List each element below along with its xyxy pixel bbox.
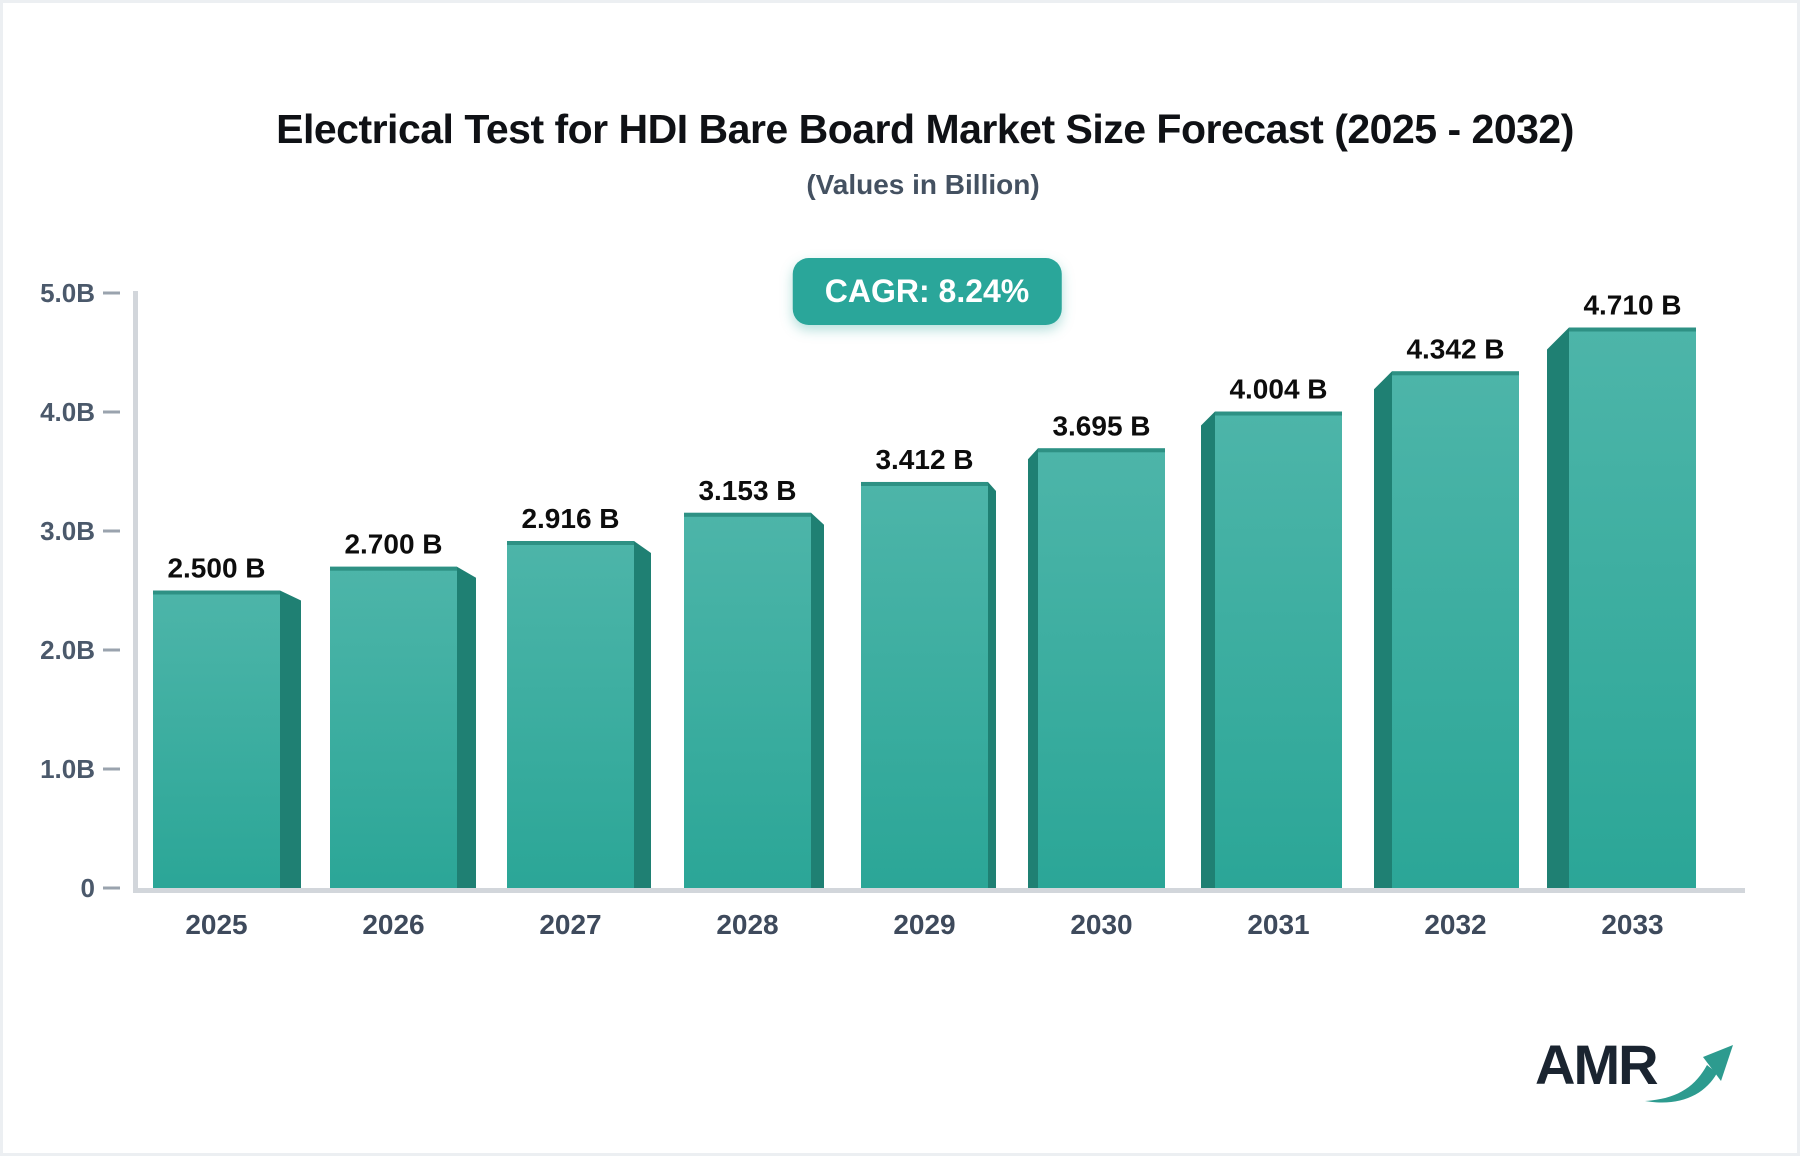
bar (1215, 411, 1342, 888)
bar-group-2033: 4.710 B 2033 (1547, 290, 1696, 940)
bar (1569, 327, 1696, 888)
bar-3d-side (811, 512, 824, 888)
x-tick-label: 2027 (539, 909, 601, 940)
y-tick-label: 1.0B (40, 754, 95, 784)
bar-value-label: 2.916 B (521, 503, 619, 534)
y-tick-mark (103, 410, 120, 414)
y-tick-label: 3.0B (40, 516, 95, 546)
bar-top-edge (684, 512, 811, 517)
bar (1392, 371, 1519, 888)
x-tick-label: 2032 (1424, 909, 1486, 940)
y-tick-label: 5.0B (40, 278, 95, 308)
bar-3d-side (988, 481, 996, 888)
y-axis-line (133, 291, 138, 893)
bar-value-label: 3.153 B (698, 475, 796, 506)
bar-3d-side (457, 566, 476, 888)
bar (684, 512, 811, 888)
bar-3d-side (634, 540, 651, 888)
bar-group-2031: 4.004 B 2031 (1201, 374, 1342, 940)
y-tick-label: 4.0B (40, 397, 95, 427)
y-tick-label: 2.0B (40, 635, 95, 665)
bar-3d-side (1201, 411, 1215, 888)
bar-group-2032: 4.342 B 2032 (1374, 333, 1519, 940)
bar-group-2029: 3.412 B 2029 (861, 444, 996, 940)
bar-3d-side (1028, 448, 1038, 888)
bar-top-edge (1569, 327, 1696, 332)
bar-3d-side (280, 590, 301, 888)
bar-group-2030: 3.695 B 2030 (1028, 410, 1165, 940)
bar-group-2027: 2.916 B 2027 (507, 503, 651, 940)
x-axis-line (133, 888, 1745, 893)
bar-value-label: 2.500 B (167, 553, 265, 584)
cagr-badge-label: CAGR: 8.24% (824, 273, 1030, 309)
bar-top-edge (330, 566, 457, 571)
bar-top-edge (1392, 371, 1519, 376)
bar (507, 540, 634, 888)
y-tick-mark (103, 529, 120, 533)
bar-value-label: 3.695 B (1052, 410, 1150, 441)
bar-value-label: 4.004 B (1229, 374, 1327, 405)
bar-3d-side (1547, 327, 1569, 888)
y-tick-mark (103, 648, 120, 652)
x-tick-label: 2026 (362, 909, 424, 940)
y-tick-label: 0 (81, 873, 95, 903)
bar (1038, 448, 1165, 888)
bar-value-label: 2.700 B (344, 529, 442, 560)
bar-value-label: 3.412 B (875, 444, 973, 475)
chart-subtitle: (Values in Billion) (806, 169, 1040, 200)
bar-group-2025: 2.500 B 2025 (153, 553, 301, 940)
x-tick-label: 2025 (185, 909, 247, 940)
y-tick-mark (103, 767, 120, 771)
x-tick-label: 2028 (716, 909, 778, 940)
amr-logo: AMR (1535, 1037, 1735, 1107)
bar-top-edge (1215, 411, 1342, 416)
y-tick-mark (103, 291, 120, 295)
bar-value-label: 4.342 B (1406, 333, 1504, 364)
bar (330, 566, 457, 888)
bar (153, 590, 280, 888)
bar (861, 481, 988, 888)
bar-top-edge (861, 481, 988, 486)
cagr-badge: CAGR: 8.24% (792, 258, 1062, 325)
x-tick-label: 2030 (1070, 909, 1132, 940)
bar-top-edge (1038, 448, 1165, 453)
amr-logo-text: AMR (1535, 1033, 1659, 1096)
bar-value-label: 4.710 B (1583, 290, 1681, 321)
bar-group-2028: 3.153 B 2028 (684, 475, 824, 940)
growth-arrow-icon (1644, 1045, 1733, 1103)
x-tick-label: 2031 (1247, 909, 1309, 940)
y-tick-mark (103, 886, 120, 890)
x-tick-label: 2029 (893, 909, 955, 940)
x-tick-label: 2033 (1601, 909, 1663, 940)
bar-3d-side (1374, 371, 1392, 888)
bar-group-2026: 2.700 B 2026 (330, 529, 476, 940)
chart-title: Electrical Test for HDI Bare Board Marke… (276, 106, 1574, 152)
bar-top-edge (153, 590, 280, 595)
bar-top-edge (507, 540, 634, 545)
